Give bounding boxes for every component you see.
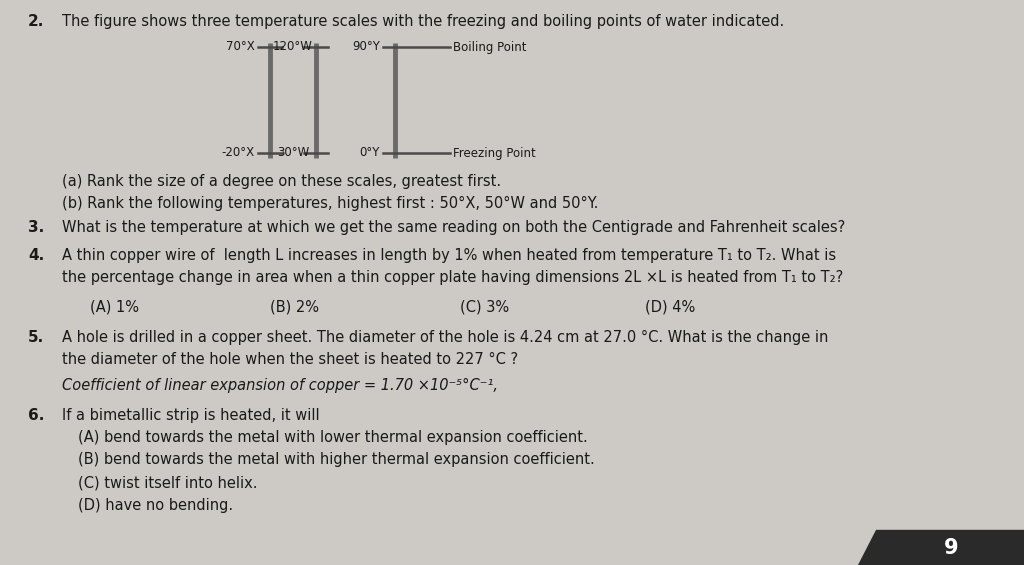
- Text: A hole is drilled in a copper sheet. The diameter of the hole is 4.24 cm at 27.0: A hole is drilled in a copper sheet. The…: [62, 330, 828, 345]
- Text: (a) Rank the size of a degree on these scales, greatest first.: (a) Rank the size of a degree on these s…: [62, 174, 501, 189]
- Text: (A) bend towards the metal with lower thermal expansion coefficient.: (A) bend towards the metal with lower th…: [78, 430, 588, 445]
- Text: (C) twist itself into helix.: (C) twist itself into helix.: [78, 476, 257, 491]
- Text: The figure shows three temperature scales with the freezing and boiling points o: The figure shows three temperature scale…: [62, 14, 784, 29]
- Text: 9: 9: [944, 537, 958, 558]
- Text: -20°X: -20°X: [222, 146, 255, 159]
- Polygon shape: [858, 530, 1024, 565]
- Text: Coefficient of linear expansion of copper = 1.70 ×10⁻⁵°C⁻¹,: Coefficient of linear expansion of coppe…: [62, 378, 498, 393]
- Text: Freezing Point: Freezing Point: [453, 146, 536, 159]
- Text: 90°Y: 90°Y: [352, 41, 380, 54]
- Text: 6.: 6.: [28, 408, 44, 423]
- Text: (B) bend towards the metal with higher thermal expansion coefficient.: (B) bend towards the metal with higher t…: [78, 452, 595, 467]
- Text: (D) have no bending.: (D) have no bending.: [78, 498, 233, 513]
- Text: 2.: 2.: [28, 14, 44, 29]
- Text: Boiling Point: Boiling Point: [453, 41, 526, 54]
- Text: the diameter of the hole when the sheet is heated to 227 °C ?: the diameter of the hole when the sheet …: [62, 352, 518, 367]
- Text: 120°W: 120°W: [273, 40, 313, 53]
- Text: (B) 2%: (B) 2%: [270, 300, 319, 315]
- Text: 70°X: 70°X: [226, 41, 255, 54]
- Text: 5.: 5.: [28, 330, 44, 345]
- Text: What is the temperature at which we get the same reading on both the Centigrade : What is the temperature at which we get …: [62, 220, 845, 235]
- Text: (D) 4%: (D) 4%: [645, 300, 695, 315]
- Text: (b) Rank the following temperatures, highest first : 50°X, 50°W and 50°Y.: (b) Rank the following temperatures, hig…: [62, 196, 598, 211]
- Text: (A) 1%: (A) 1%: [90, 300, 139, 315]
- Text: (C) 3%: (C) 3%: [460, 300, 509, 315]
- Text: 0°Y: 0°Y: [359, 146, 380, 159]
- Text: 30°W: 30°W: [276, 146, 309, 159]
- Text: 4.: 4.: [28, 248, 44, 263]
- Text: If a bimetallic strip is heated, it will: If a bimetallic strip is heated, it will: [62, 408, 319, 423]
- Text: the percentage change in area when a thin copper plate having dimensions 2L ×L i: the percentage change in area when a thi…: [62, 270, 843, 285]
- Text: A thin copper wire of  length L increases in length by 1% when heated from tempe: A thin copper wire of length L increases…: [62, 248, 837, 263]
- Text: 3.: 3.: [28, 220, 44, 235]
